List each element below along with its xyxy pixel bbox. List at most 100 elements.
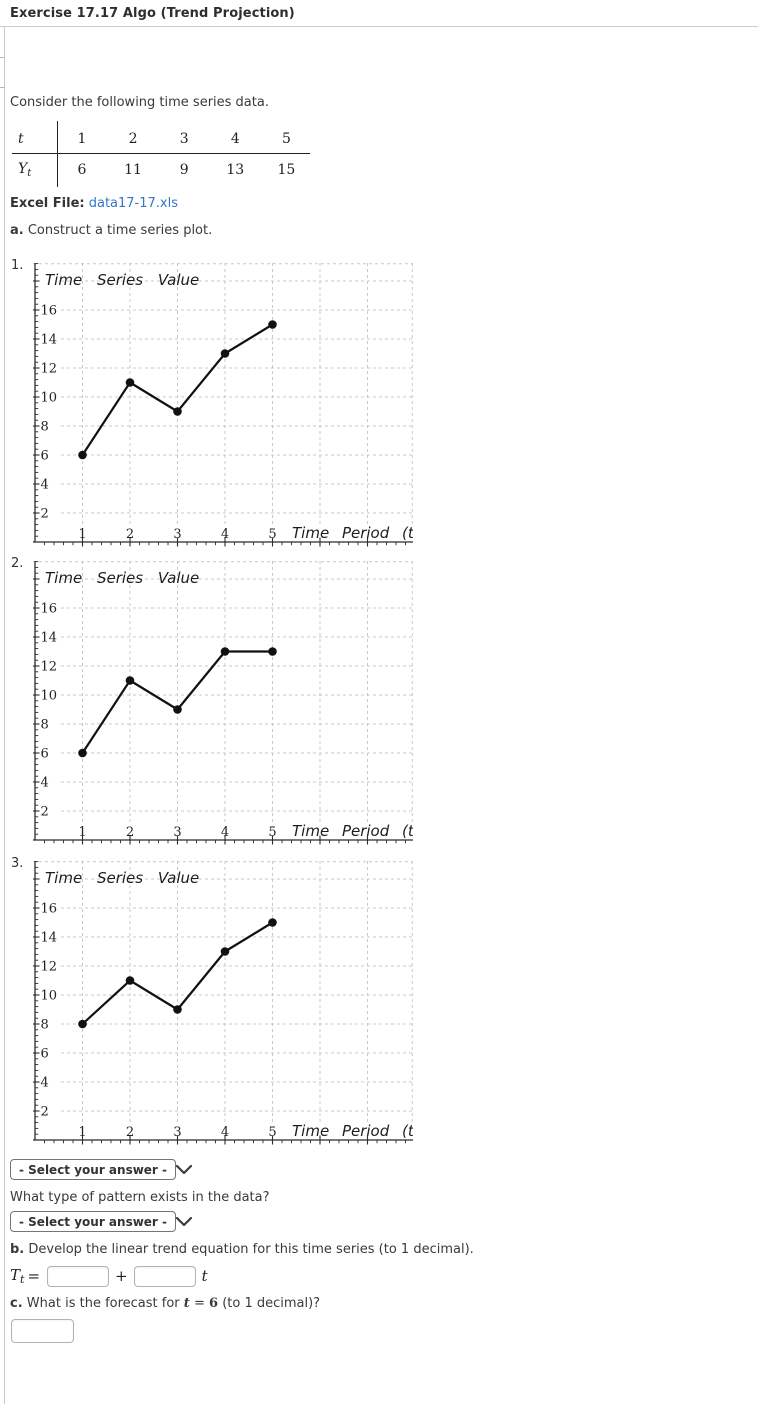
chevron-down-icon [176,1165,193,1174]
data-point [268,918,277,927]
chart-option-number: 2. [11,556,24,571]
part-c-instruction: c. What is the forecast for t = 6 (to 1 … [10,1296,320,1311]
data-point [220,947,230,956]
y-tick-label: 8 [41,420,49,435]
excel-file-link[interactable]: data17-17.xls [88,196,179,211]
y-tick-label: 14 [41,333,58,348]
exercise-header: Exercise 17.17 Algo (Trend Projection) [0,0,758,27]
pattern-select-dropdown[interactable]: - Select your answer - [10,1211,193,1232]
y-tick-label: 16 [41,304,58,319]
y-tick-label: 8 [41,1018,49,1033]
x-tick-label: 1 [78,825,86,840]
part-c-text-after: (to 1 decimal)? [222,1296,321,1311]
forecast-answer-input[interactable] [11,1319,74,1343]
y-tick-label: 10 [41,689,58,704]
chart-option-number: 3. [11,856,24,871]
part-b-text: Develop the linear trend equation for th… [28,1242,474,1257]
intercept-input[interactable] [47,1265,110,1287]
data-point [268,320,277,329]
t-variable: t [201,1267,208,1285]
table-row-yt: Yt 6 11 9 13 15 [12,153,312,186]
data-point [78,748,87,758]
y-value: 15 [277,161,296,178]
y-tick-label: 10 [41,391,58,406]
table-vertical-divider [57,121,58,187]
t-value: 2 [128,130,138,147]
part-a-marker: a. [10,223,24,238]
chart-option-number: 1. [11,258,24,273]
edge-tick [0,57,5,58]
y-tick-label: 16 [41,902,58,917]
x-axis-label: Time Period (t) [292,1122,413,1140]
data-point [125,976,135,985]
chart-title: Time Series Value [45,869,199,887]
y-tick-label: 4 [41,478,49,493]
part-c-text-before: What is the forecast for [26,1296,180,1311]
x-tick-label: 4 [221,527,229,542]
x-tick-label: 1 [78,527,86,542]
trend-equation-row: Tt = + t [10,1263,208,1289]
equation-lhs: Tt [10,1266,25,1286]
chart-title: Time Series Value [45,569,199,587]
row-label-t: t [18,130,24,147]
part-b-instruction: b. Develop the linear trend equation for… [10,1242,474,1257]
data-point [173,705,182,714]
data-point [268,647,277,656]
x-tick-label: 5 [268,527,276,542]
table-row-t: t 1 2 3 4 5 [12,124,312,153]
data-point [78,1019,87,1029]
pattern-question: What type of pattern exists in the data? [10,1190,270,1205]
plus-sign: + [115,1267,128,1285]
slope-input[interactable] [133,1265,196,1287]
t-value: 5 [281,130,291,147]
time-series-plot-1: 2 4 6 8 10 12 14 16 1 2 3 4 5 Time Series Value Time P… [33,263,413,547]
x-tick-label: 5 [268,825,276,840]
part-a-instruction: a. Construct a time series plot. [10,223,212,238]
chart-title: Time Series Value [45,271,199,289]
y-tick-label: 6 [41,449,49,464]
t-value: 3 [179,130,189,147]
x-tick-label: 2 [126,825,134,840]
chevron-down-icon [176,1217,193,1226]
y-tick-label: 6 [41,747,49,762]
equals-sign: = [193,1296,205,1311]
part-a-text: Construct a time series plot. [27,223,213,238]
y-tick-label: 12 [41,362,58,377]
data-point [125,676,135,685]
time-series-plot-2: 2 4 6 8 10 12 14 16 1 2 3 4 5 Time Series Value Time P… [33,561,413,845]
excel-file-line: Excel File: data17-17.xls [10,196,178,211]
y-tick-label: 2 [41,507,49,522]
excel-file-label: Excel File: [10,196,85,211]
x-tick-label: 2 [126,527,134,542]
y-tick-label: 14 [41,631,58,646]
y-tick-label: 2 [41,1105,49,1120]
dropdown-placeholder: - Select your answer - [19,1162,168,1177]
chart-select-dropdown[interactable]: - Select your answer - [10,1159,193,1180]
y-tick-label: 8 [41,718,49,733]
x-tick-label: 4 [221,825,229,840]
y-tick-label: 2 [41,805,49,820]
y-tick-label: 12 [41,660,58,675]
data-point [78,450,87,460]
x-tick-label: 5 [268,1125,276,1140]
table-horizontal-divider [12,153,310,154]
part-b-marker: b. [10,1242,25,1257]
part-c-marker: c. [10,1296,23,1311]
x-tick-label: 3 [173,825,181,840]
time-series-plot-3: 2 4 6 8 10 12 14 16 1 2 3 4 5 Time Series Value Time P… [33,861,413,1145]
time-series-data-table: t 1 2 3 4 5 Yt 6 11 9 13 15 [12,121,312,187]
t-value: 1 [77,130,87,147]
x-tick-label: 1 [78,1125,86,1140]
t-variable: t [183,1296,190,1311]
y-value: 13 [226,161,245,178]
edge-tick [0,87,5,88]
dropdown-placeholder: - Select your answer - [19,1214,168,1229]
page-left-border [4,0,5,1404]
data-point [173,407,182,416]
x-tick-label: 2 [126,1125,134,1140]
t-value: 4 [230,130,240,147]
intro-text: Consider the following time series data. [10,95,269,110]
